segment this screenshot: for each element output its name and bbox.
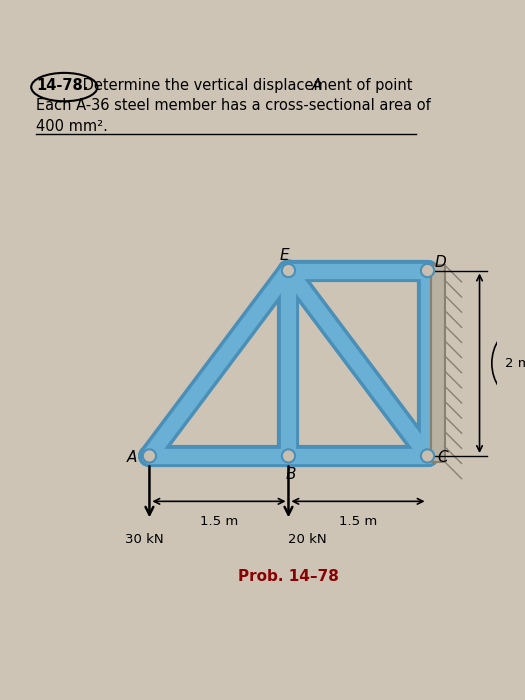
Text: A: A xyxy=(312,78,322,92)
Text: Determine the vertical displacement of point: Determine the vertical displacement of p… xyxy=(78,78,417,92)
Circle shape xyxy=(421,449,434,463)
Text: 400 mm².: 400 mm². xyxy=(36,119,108,134)
Circle shape xyxy=(282,449,295,463)
Text: D: D xyxy=(435,256,447,270)
Text: 1.5 m: 1.5 m xyxy=(200,514,238,528)
Text: Each A-36 steel member has a cross-sectional area of: Each A-36 steel member has a cross-secti… xyxy=(36,99,430,113)
Text: C: C xyxy=(437,450,448,466)
Text: A: A xyxy=(127,450,138,466)
Text: 30 kN: 30 kN xyxy=(125,533,164,547)
Text: E: E xyxy=(280,248,289,263)
Circle shape xyxy=(143,449,156,463)
Text: B: B xyxy=(286,468,297,482)
Text: 20 kN: 20 kN xyxy=(288,533,327,547)
Text: 14-78.: 14-78. xyxy=(36,78,88,92)
Text: 2 m: 2 m xyxy=(505,357,525,370)
Circle shape xyxy=(421,264,434,277)
Bar xyxy=(432,265,445,461)
Circle shape xyxy=(282,264,295,277)
Text: 1.5 m: 1.5 m xyxy=(339,514,377,528)
Text: Prob. 14–78: Prob. 14–78 xyxy=(238,570,339,584)
